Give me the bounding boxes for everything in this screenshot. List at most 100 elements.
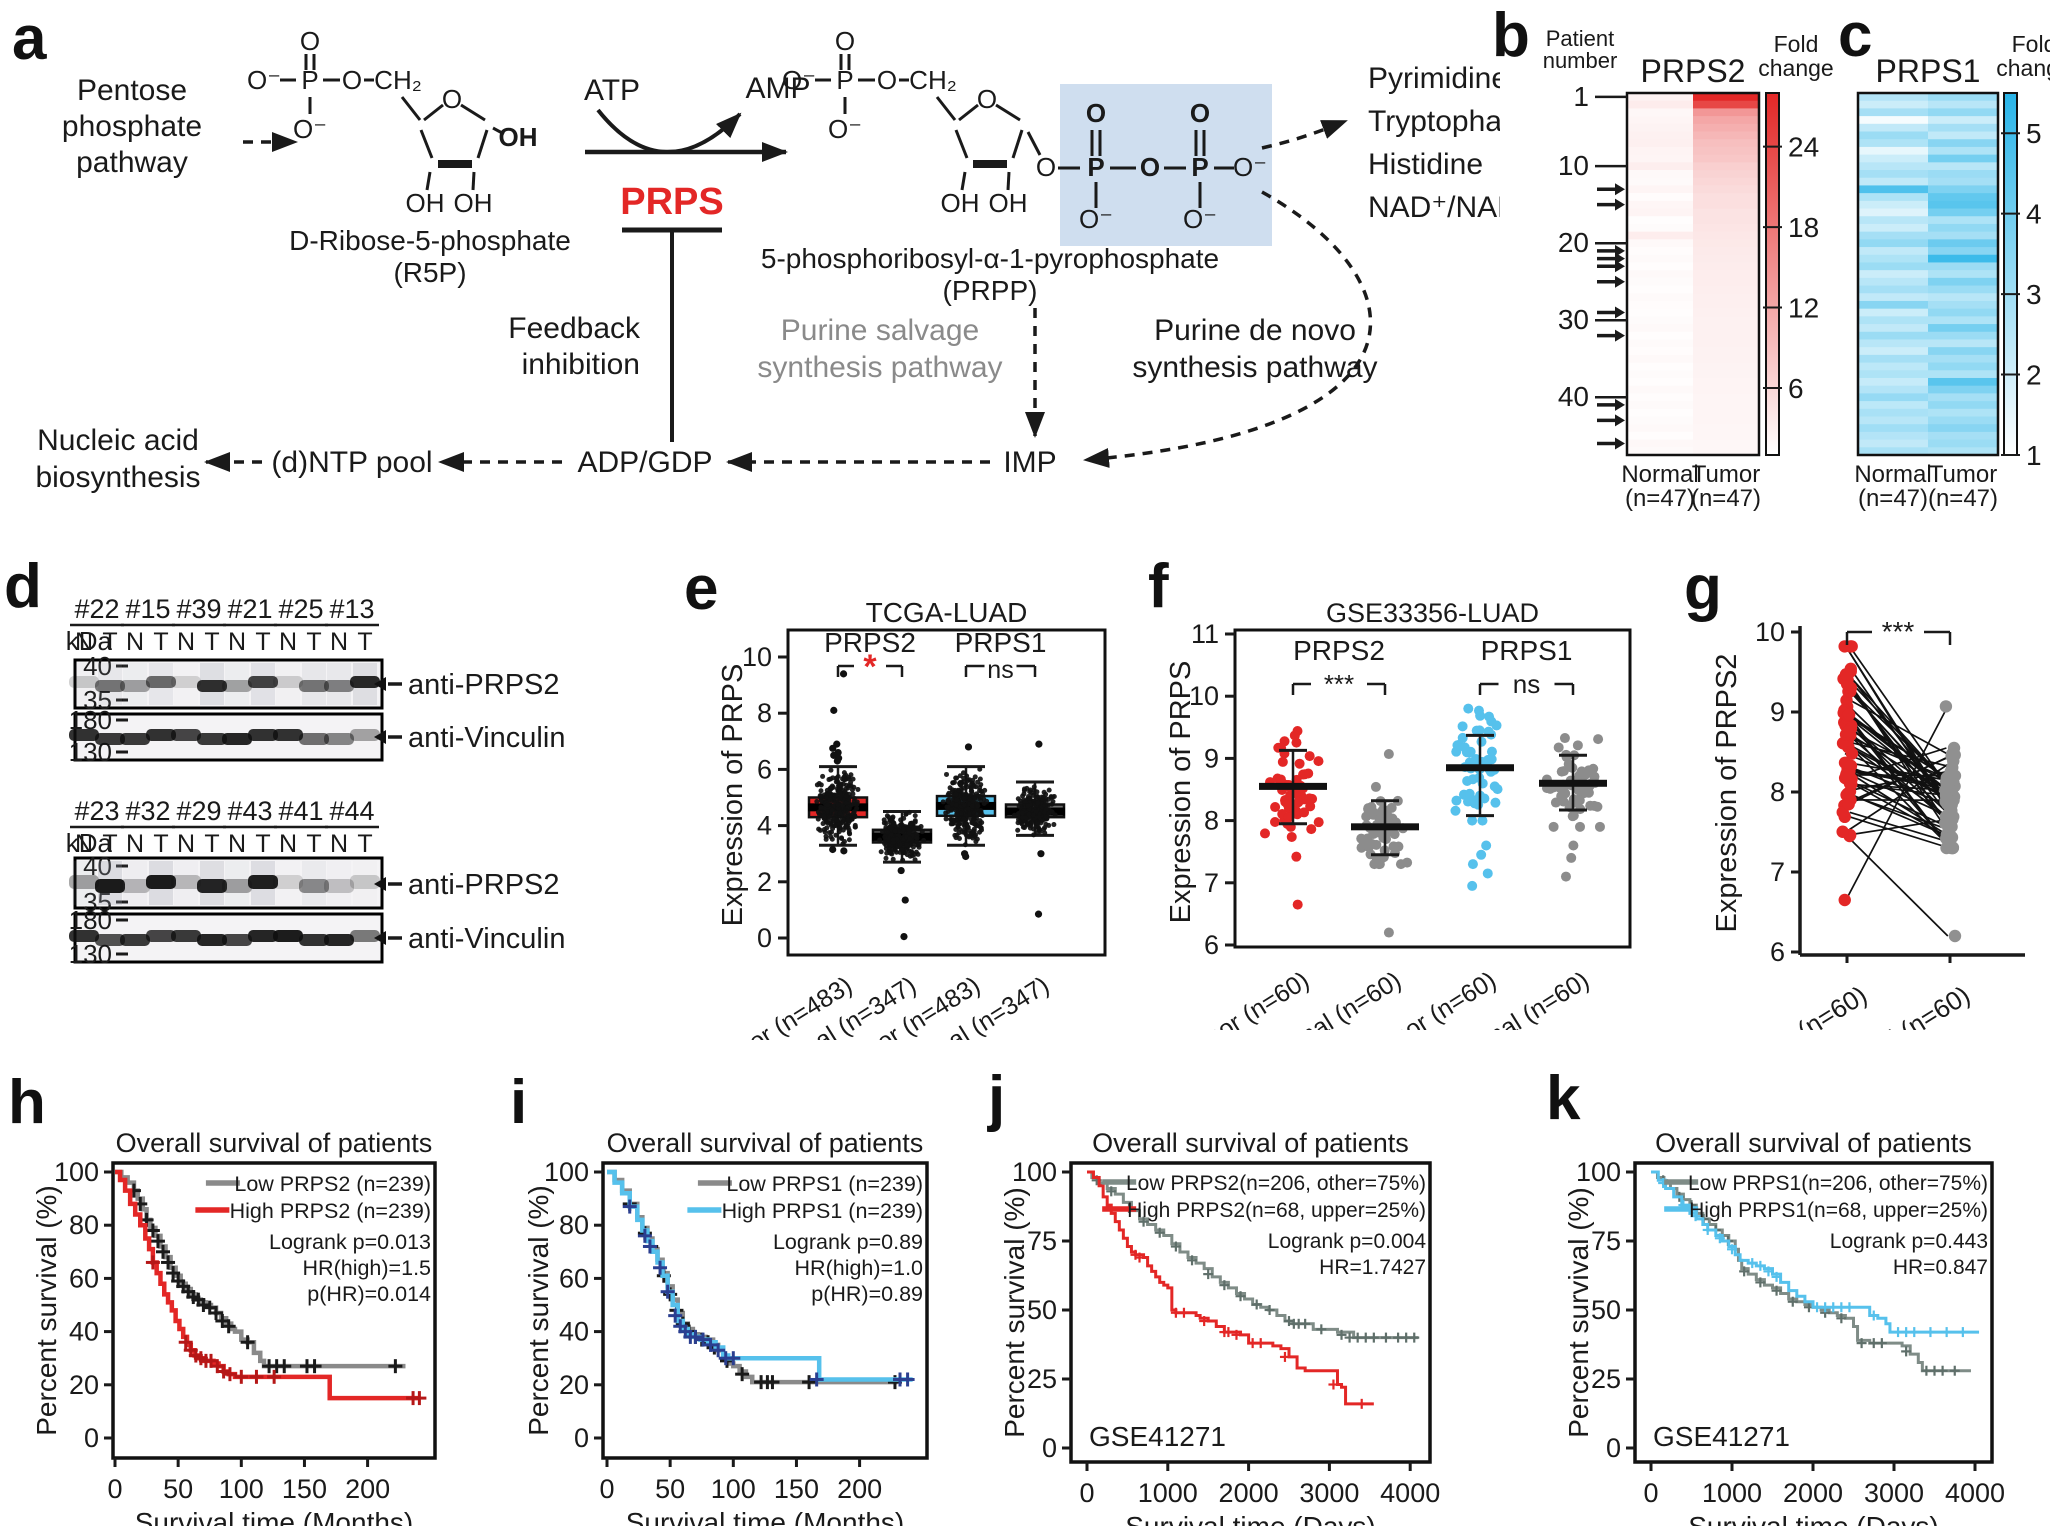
y-tick-label: 6 [1204,930,1219,960]
lane-label-t: T [102,628,117,656]
data-point [898,817,904,823]
x-tick-label: 0 [107,1474,122,1504]
panel-label-h: h [8,1068,46,1137]
km-curve [1087,1170,1374,1406]
data-point [1378,832,1389,843]
atp-amp-arc [596,108,742,154]
data-point [825,790,831,796]
data-point [835,802,841,808]
panel-label-j: j [988,1064,1006,1133]
data-point [1402,857,1413,868]
heatmap-cell-normal [1858,93,1928,102]
data-point [1305,801,1316,812]
protein-band [222,879,252,893]
y-tick-label: 7 [1770,857,1785,887]
gene-group-label: PRPS2 [824,627,916,658]
data-point [1574,795,1585,806]
chart-title: Overall survival of patients [116,1128,433,1158]
heatmap-cell-tumor [1693,177,1759,187]
heatmap-cell-tumor [1693,116,1759,125]
legend-label: High PRPS2(n=68, upper=25%) [1127,1199,1426,1222]
heatmap-cell-tumor [1928,270,1998,279]
colorbar [2003,92,2018,456]
protein-band [248,930,278,942]
atp-label: ATP [584,74,640,107]
data-point [950,780,956,786]
heatmap-cell-normal [1627,385,1693,394]
antibody-label: anti-PRPS2 [408,669,560,701]
marker-arrowhead [1615,252,1625,265]
heatmap-cell-tumor [1693,170,1759,179]
data-point [820,821,826,827]
atom-o: O [342,65,362,95]
normal-point [1946,841,1960,854]
x-tick-label: 0 [1643,1478,1658,1508]
data-point [921,838,927,844]
lane-label-t: T [306,830,321,858]
data-point [892,828,898,834]
gene-group-label: PRPS2 [1293,635,1385,666]
data-point [953,775,959,781]
bond [471,171,476,191]
heatmap-cell-normal [1858,170,1928,179]
heatmap-cell-tumor [1928,447,1998,456]
data-point [955,787,961,793]
imp-label: IMP [1003,446,1056,479]
data-point [1259,828,1270,839]
atom-o-minus: O⁻ [293,114,327,144]
data-point [890,837,896,843]
y-tick-label: 60 [559,1263,589,1293]
data-point [846,776,852,782]
legend-label: High PRPS1(n=68, upper=25%) [1689,1199,1988,1222]
data-point [1457,732,1468,743]
data-point [1464,788,1475,799]
y-tick-label: 11 [1191,619,1219,649]
data-point [900,857,906,863]
lane-label-t: T [306,628,321,656]
pentose-line2: phosphate [62,110,202,143]
data-point [1020,793,1026,799]
lane-smear [174,861,198,905]
heatmap-cell-tumor [1693,162,1759,171]
protein-band [324,680,354,692]
data-point [883,855,889,861]
protein-band [299,733,329,745]
data-point [969,803,975,809]
lane-smear [302,861,326,905]
y-tick-label: 100 [54,1157,99,1187]
data-point [854,805,860,811]
x-tick-label: 2000 [1219,1478,1279,1508]
pair-line [1849,815,1950,849]
heatmap-cell-normal [1627,439,1693,448]
column-label: (n=47) [1625,485,1695,512]
plot-frame [601,1161,929,1460]
protein-band [350,729,380,741]
heatmap-cell-tumor [1928,293,1998,302]
data-point [1027,795,1033,801]
data-point [828,767,834,773]
data-point [898,821,904,827]
data-point [833,779,839,785]
y-tick-label: 10 [1755,617,1785,647]
data-point [842,789,848,795]
protein-band [171,729,201,741]
x-tick-label: 200 [837,1474,882,1504]
data-point [954,811,960,817]
protein-band [197,733,227,745]
atom-o: O [835,26,855,56]
data-point [840,819,846,825]
pair-line [1849,683,1954,839]
pair-line [1843,739,1952,849]
heatmap-cell-normal [1627,200,1693,210]
atom-oh: OH [989,188,1028,218]
data-point [1046,822,1052,828]
column-label: Tumor [1929,461,1997,488]
data-point [1286,831,1297,842]
normal-point [1939,700,1953,713]
outlier-point [1383,749,1394,760]
data-point [965,778,971,784]
data-point [960,770,966,776]
heatmap-cell-normal [1858,324,1928,333]
heatmap-cell-normal [1627,146,1693,156]
